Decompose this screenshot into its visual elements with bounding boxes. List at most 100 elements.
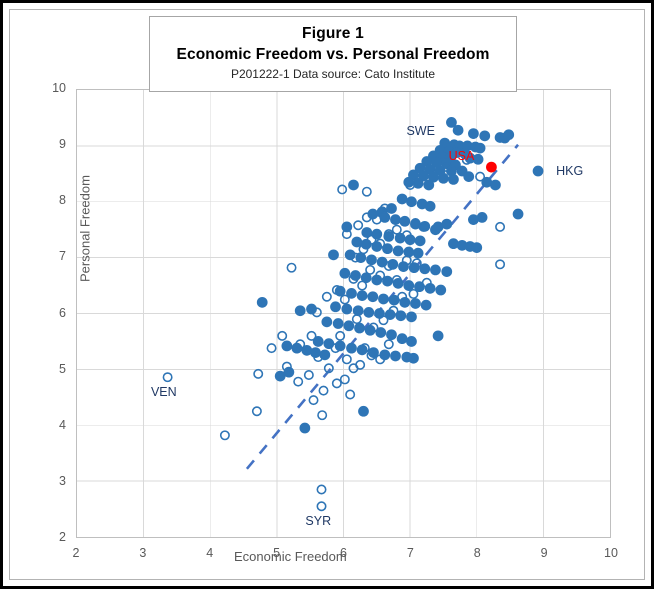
data-point-filled[interactable] [323,338,335,350]
data-point-hollow[interactable] [341,229,352,240]
data-point-hollow[interactable] [418,221,429,232]
data-point-filled[interactable] [408,352,419,364]
data-point-filled[interactable] [301,345,313,356]
data-point-hollow[interactable] [441,162,452,173]
data-point-filled[interactable] [354,322,365,334]
data-point-filled[interactable] [471,242,483,253]
data-point-hollow[interactable] [461,154,472,165]
data-point-hollow[interactable] [339,374,350,385]
data-point-filled[interactable] [281,340,293,352]
data-point-hollow[interactable] [345,389,356,400]
data-point-filled[interactable] [346,342,357,354]
data-point-hollow[interactable] [383,261,394,271]
data-point-hollow[interactable] [375,270,386,281]
data-point-hollow[interactable] [378,315,389,326]
data-point-filled[interactable] [310,347,321,358]
data-point-hollow[interactable] [371,214,382,225]
data-point-filled[interactable] [503,129,515,141]
data-point-filled[interactable] [283,366,295,378]
data-point-filled[interactable] [406,311,417,323]
series-2[interactable] [162,154,506,512]
data-point-hollow[interactable] [379,203,390,214]
data-point-filled[interactable] [339,267,351,279]
data-point-hollow[interactable] [286,262,297,273]
data-point-filled[interactable] [412,247,424,259]
data-point-filled[interactable] [424,282,436,294]
data-point-filled[interactable] [452,124,464,136]
data-point-filled[interactable] [360,272,372,284]
data-point-filled[interactable] [291,342,303,354]
data-point-filled[interactable] [396,333,408,345]
data-point-hollow[interactable] [366,234,377,245]
data-point-hollow[interactable] [281,361,292,372]
data-point-hollow[interactable] [391,274,402,285]
data-point-filled[interactable] [388,294,400,306]
data-point-hollow[interactable] [368,322,379,333]
data-point-filled[interactable] [412,177,424,189]
data-point-filled[interactable] [371,228,383,240]
data-point-filled[interactable] [358,405,369,417]
data-point-filled[interactable] [468,128,479,139]
data-point-hollow[interactable] [321,291,332,302]
data-point-filled[interactable] [379,212,391,223]
data-point-hollow[interactable] [421,277,432,288]
data-point-filled[interactable] [432,330,444,342]
data-point-filled[interactable] [382,275,393,287]
data-point-filled[interactable] [360,238,372,250]
data-point-filled[interactable] [486,161,497,173]
data-point-filled[interactable] [446,165,457,177]
data-point-filled[interactable] [435,284,447,296]
data-point-filled[interactable] [367,291,379,303]
data-point-filled[interactable] [352,305,364,317]
data-point-hollow[interactable] [293,376,304,387]
data-point-filled[interactable] [438,172,449,184]
data-point-filled[interactable] [532,165,544,177]
data-point-hollow[interactable] [410,218,421,228]
data-point-hollow[interactable] [353,220,364,231]
data-point-filled[interactable] [366,254,377,266]
data-point-filled[interactable] [448,174,459,185]
data-point-hollow[interactable] [375,354,386,365]
data-point-filled[interactable] [423,179,435,191]
data-point-filled[interactable] [383,231,395,242]
data-point-filled[interactable] [390,214,401,226]
data-point-hollow[interactable] [397,291,408,302]
data-point-hollow[interactable] [251,406,262,417]
data-point-filled[interactable] [356,290,368,301]
data-point-hollow[interactable] [266,343,277,354]
data-point-hollow[interactable] [383,229,394,240]
data-point-hollow[interactable] [316,501,327,512]
data-point-filled[interactable] [306,303,317,315]
data-point-filled[interactable] [428,171,439,183]
data-point-hollow[interactable] [495,221,506,232]
data-point-filled[interactable] [361,227,373,238]
data-point-filled[interactable] [341,221,353,233]
data-point-filled[interactable] [395,310,407,322]
data-point-filled[interactable] [399,215,411,227]
series-0[interactable] [486,161,497,173]
data-point-filled[interactable] [468,214,479,226]
data-point-filled[interactable] [274,370,286,382]
data-point-hollow[interactable] [388,305,399,316]
data-point-filled[interactable] [476,212,488,223]
data-point-filled[interactable] [406,336,417,347]
data-point-filled[interactable] [403,246,415,258]
data-point-hollow[interactable] [348,273,359,284]
data-point-filled[interactable] [356,344,368,356]
data-point-hollow[interactable] [317,410,328,421]
data-point-filled[interactable] [456,239,468,251]
data-point-hollow[interactable] [330,343,341,354]
data-point-filled[interactable] [406,196,417,208]
data-point-filled[interactable] [419,263,431,275]
data-point-filled[interactable] [328,249,339,261]
data-point-hollow[interactable] [411,258,422,269]
data-point-hollow[interactable] [331,285,342,296]
data-point-hollow[interactable] [361,212,372,223]
data-point-hollow[interactable] [337,184,348,195]
data-point-hollow[interactable] [219,430,230,441]
data-point-hollow[interactable] [311,307,322,318]
data-point-hollow[interactable] [383,339,394,350]
data-point-hollow[interactable] [365,264,376,275]
data-point-hollow[interactable] [318,385,329,396]
data-point-hollow[interactable] [316,484,327,495]
